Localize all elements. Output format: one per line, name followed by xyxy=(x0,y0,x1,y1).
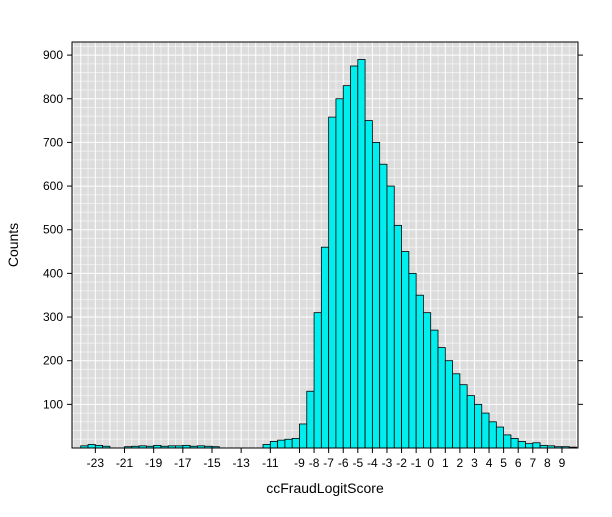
histogram-bar xyxy=(335,98,344,449)
histogram-bar xyxy=(371,142,381,449)
x-tick-label: -21 xyxy=(116,456,134,470)
histogram-bar xyxy=(488,421,497,449)
x-tick-label: 8 xyxy=(544,456,551,470)
histogram-bar xyxy=(320,246,330,449)
histogram-bar xyxy=(452,373,461,449)
histogram-bar xyxy=(262,444,271,449)
x-tick-label: 0 xyxy=(427,456,434,470)
histogram-bar xyxy=(291,437,300,449)
histogram-bar xyxy=(408,272,417,449)
histogram-bar xyxy=(430,329,439,449)
histogram-bar xyxy=(517,441,526,449)
plot-border xyxy=(71,41,579,449)
histogram-bar xyxy=(277,439,286,449)
histogram-bar xyxy=(306,390,315,449)
y-tick-label: 700 xyxy=(43,135,63,149)
x-tick-label: -23 xyxy=(87,456,105,470)
histogram-bar xyxy=(87,444,96,449)
histogram-bar xyxy=(474,403,483,449)
x-tick-label: -1 xyxy=(411,456,422,470)
histogram-bar xyxy=(415,294,424,449)
histogram-bar xyxy=(386,185,395,449)
y-axis-label: Counts xyxy=(5,223,21,267)
histogram-bar xyxy=(313,312,322,449)
y-tick-label: 900 xyxy=(43,48,63,62)
histogram-bar xyxy=(466,395,475,449)
histogram-bar xyxy=(393,224,402,449)
x-tick-label: -17 xyxy=(174,456,192,470)
y-tick-label: 600 xyxy=(43,179,63,193)
x-tick-label: -4 xyxy=(367,456,378,470)
histogram-bar xyxy=(437,347,446,449)
x-tick-label: -7 xyxy=(323,456,334,470)
x-tick-label: -8 xyxy=(309,456,320,470)
histogram-bar xyxy=(342,85,351,449)
x-tick-label: -5 xyxy=(352,456,363,470)
x-tick-label: -6 xyxy=(338,456,349,470)
histogram-bar xyxy=(481,412,490,449)
y-tick-label: 500 xyxy=(43,223,63,237)
histogram-bar xyxy=(299,423,308,449)
histogram-bar xyxy=(510,437,519,449)
histogram-bar xyxy=(503,434,512,449)
histogram-bar xyxy=(495,426,505,449)
histogram-bar xyxy=(459,384,468,449)
histogram-bar xyxy=(379,163,388,449)
x-tick-label: 5 xyxy=(500,456,507,470)
histogram-bar xyxy=(284,438,293,449)
x-tick-label: 2 xyxy=(457,456,464,470)
x-tick-label: 1 xyxy=(442,456,449,470)
histogram-bar xyxy=(532,442,541,449)
x-tick-label: -2 xyxy=(396,456,407,470)
x-axis-label: ccFraudLogitScore xyxy=(266,480,384,496)
x-tick-label: -11 xyxy=(262,456,279,470)
x-tick-label: 7 xyxy=(529,456,536,470)
histogram-bar xyxy=(525,443,534,449)
histogram-bar xyxy=(357,59,366,449)
x-tick-label: 3 xyxy=(471,456,478,470)
x-tick-label: -3 xyxy=(382,456,393,470)
x-tick-label: 9 xyxy=(559,456,566,470)
x-tick-label: -9 xyxy=(294,456,305,470)
x-tick-label: -15 xyxy=(203,456,221,470)
histogram-bar xyxy=(328,116,337,449)
y-tick-label: 800 xyxy=(43,92,63,106)
x-tick-label: 4 xyxy=(486,456,493,470)
histogram-bar xyxy=(364,120,373,449)
histogram-bar xyxy=(401,251,410,449)
x-tick-label: 6 xyxy=(515,456,522,470)
x-tick-label: -19 xyxy=(145,456,163,470)
histogram-bar xyxy=(423,312,432,449)
x-tick-label: -13 xyxy=(232,456,250,470)
y-tick-label: 100 xyxy=(43,397,63,411)
y-tick-label: 300 xyxy=(43,310,63,324)
y-tick-label: 200 xyxy=(43,354,63,368)
y-tick-label: 400 xyxy=(43,266,63,280)
histogram-bar xyxy=(444,360,453,449)
histogram-bar xyxy=(350,65,359,449)
histogram-bar xyxy=(269,441,279,449)
